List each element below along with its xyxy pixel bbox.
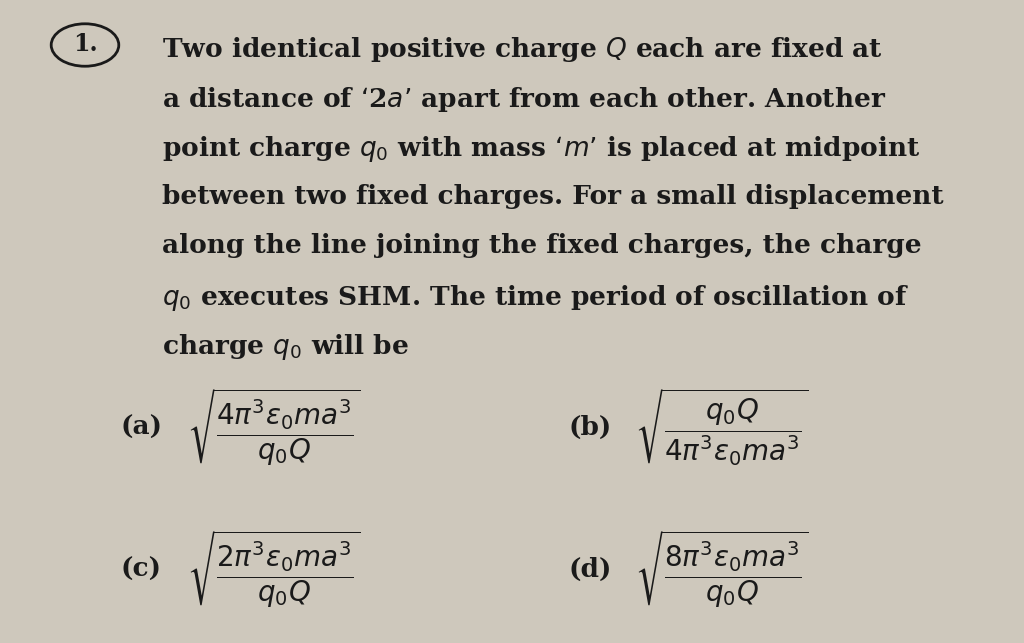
Text: (b): (b): [568, 415, 611, 440]
Text: $\sqrt{\dfrac{q_0 Q}{4\pi^3\varepsilon_0 ma^3}}$: $\sqrt{\dfrac{q_0 Q}{4\pi^3\varepsilon_0…: [635, 387, 809, 468]
Text: $\sqrt{\dfrac{8\pi^3\varepsilon_0 ma^3}{q_0 Q}}$: $\sqrt{\dfrac{8\pi^3\varepsilon_0 ma^3}{…: [635, 529, 809, 610]
Text: a distance of ‘2$a$’ apart from each other. Another: a distance of ‘2$a$’ apart from each oth…: [162, 85, 886, 114]
Text: $q_0$ executes SHM. The time period of oscillation of: $q_0$ executes SHM. The time period of o…: [162, 283, 908, 313]
Text: (d): (d): [568, 557, 611, 581]
Text: point charge $q_0$ with mass ‘$m$’ is placed at midpoint: point charge $q_0$ with mass ‘$m$’ is pl…: [162, 134, 921, 165]
Text: charge $q_0$ will be: charge $q_0$ will be: [162, 332, 409, 363]
Text: between two fixed charges. For a small displacement: between two fixed charges. For a small d…: [162, 184, 943, 209]
Text: $\sqrt{\dfrac{4\pi^3\varepsilon_0 ma^3}{q_0 Q}}$: $\sqrt{\dfrac{4\pi^3\varepsilon_0 ma^3}{…: [187, 387, 361, 468]
Text: $\sqrt{\dfrac{2\pi^3\varepsilon_0 ma^3}{q_0 Q}}$: $\sqrt{\dfrac{2\pi^3\varepsilon_0 ma^3}{…: [187, 529, 361, 610]
Text: along the line joining the fixed charges, the charge: along the line joining the fixed charges…: [162, 233, 922, 258]
Text: 1.: 1.: [73, 32, 97, 56]
Text: Two identical positive charge $Q$ each are fixed at: Two identical positive charge $Q$ each a…: [162, 35, 883, 64]
Text: (c): (c): [121, 557, 162, 581]
Text: (a): (a): [121, 415, 163, 440]
